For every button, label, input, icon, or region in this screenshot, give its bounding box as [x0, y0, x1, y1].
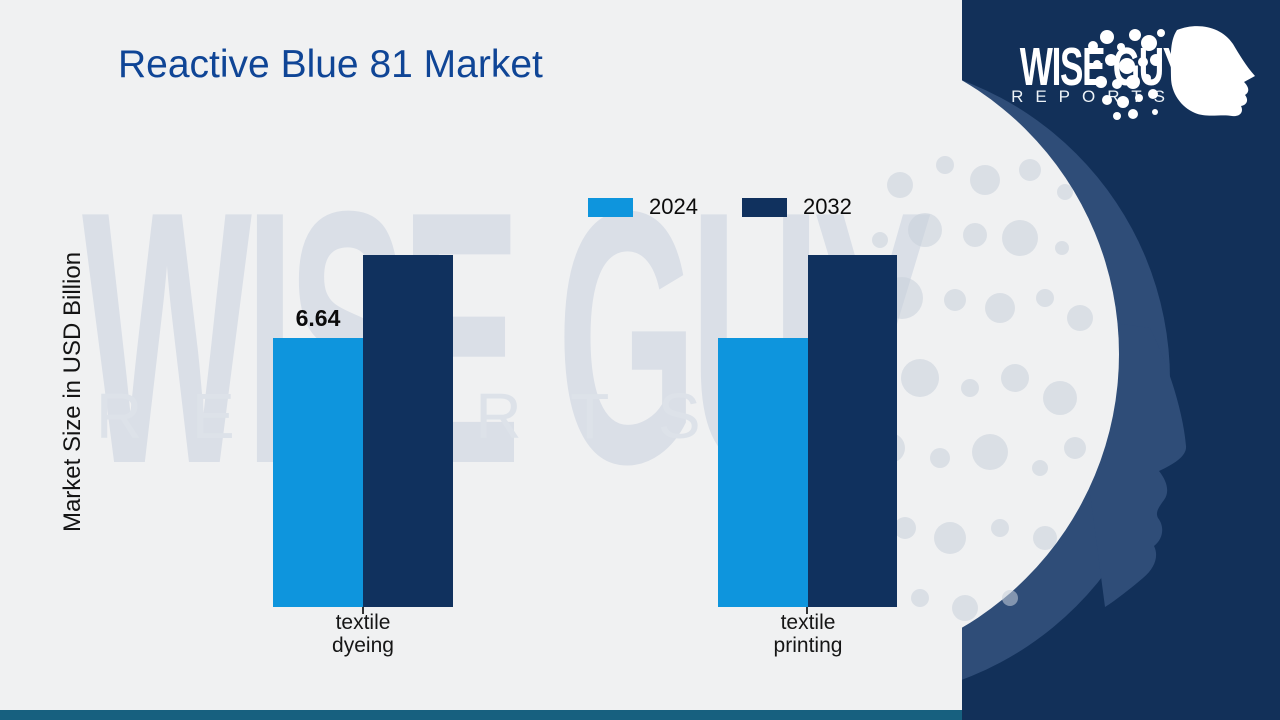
category-label-line: printing — [773, 634, 843, 657]
x-axis-tick-textile-printing — [806, 607, 808, 614]
watermark-dots-pattern — [864, 156, 1093, 621]
x-axis-tick-textile-dyeing — [362, 607, 364, 614]
legend-swatch-2024 — [588, 197, 633, 217]
category-label-line: textile — [780, 611, 836, 634]
legend-label-2024: 2024 — [649, 194, 698, 219]
category-label-textile-printing: textile printing — [708, 611, 908, 657]
category-label-line: textile — [335, 611, 391, 634]
category-label-textile-dyeing: textile dyeing — [263, 611, 463, 657]
bar-2032-textile-printing — [808, 255, 897, 607]
y-axis-label: Market Size in USD Billion — [59, 251, 86, 533]
bar-2032-textile-dyeing — [363, 255, 453, 607]
brand-panel — [962, 0, 1280, 720]
footer-bar — [0, 710, 962, 720]
category-label-line: dyeing — [332, 634, 394, 657]
legend: 2024 2032 — [588, 194, 852, 219]
bar-2024-textile-dyeing — [273, 338, 363, 607]
light-circle — [962, 80, 1119, 628]
value-label-2024-textile-dyeing: 6.64 — [295, 305, 341, 331]
legend-swatch-2032 — [741, 197, 787, 217]
legend-label-2032: 2032 — [802, 194, 852, 219]
bar-2024-textile-printing — [718, 338, 808, 607]
page-title: Reactive Blue 81 Market — [118, 43, 543, 86]
logo-head-icon — [1088, 26, 1255, 120]
